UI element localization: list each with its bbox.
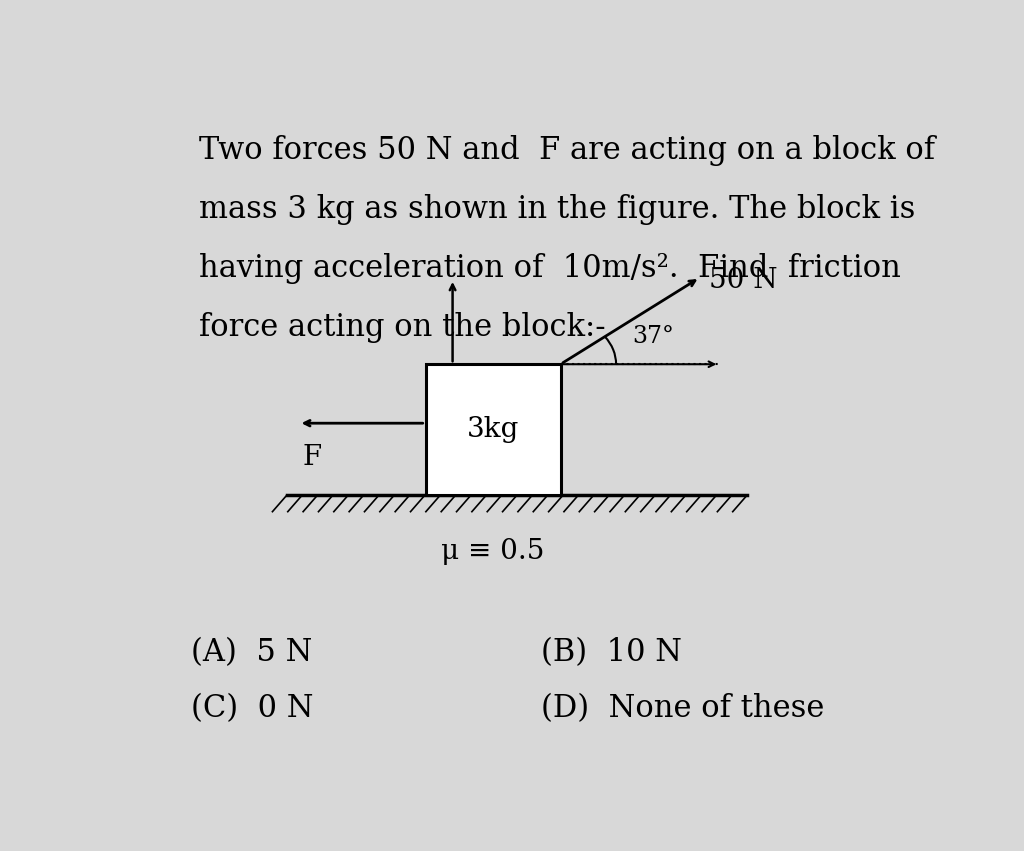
Text: (A)  5 N: (A) 5 N — [191, 637, 313, 668]
Text: 37°: 37° — [632, 325, 674, 348]
Text: (B)  10 N: (B) 10 N — [541, 637, 682, 668]
Text: F: F — [303, 444, 322, 471]
FancyBboxPatch shape — [426, 364, 560, 495]
Text: mass 3 kg as shown in the figure. The block is: mass 3 kg as shown in the figure. The bl… — [200, 194, 915, 225]
Text: 3kg: 3kg — [467, 416, 519, 443]
Text: 50 N: 50 N — [710, 267, 778, 294]
Text: Two forces 50 N and  F are acting on a block of: Two forces 50 N and F are acting on a bl… — [200, 135, 936, 166]
Text: μ ≡ 0.5: μ ≡ 0.5 — [441, 538, 545, 565]
Text: (D)  None of these: (D) None of these — [541, 693, 824, 723]
Text: having acceleration of  10m/s².  Find  friction: having acceleration of 10m/s². Find fric… — [200, 253, 901, 284]
Text: (C)  0 N: (C) 0 N — [191, 693, 314, 723]
Text: force acting on the block:-: force acting on the block:- — [200, 311, 606, 343]
